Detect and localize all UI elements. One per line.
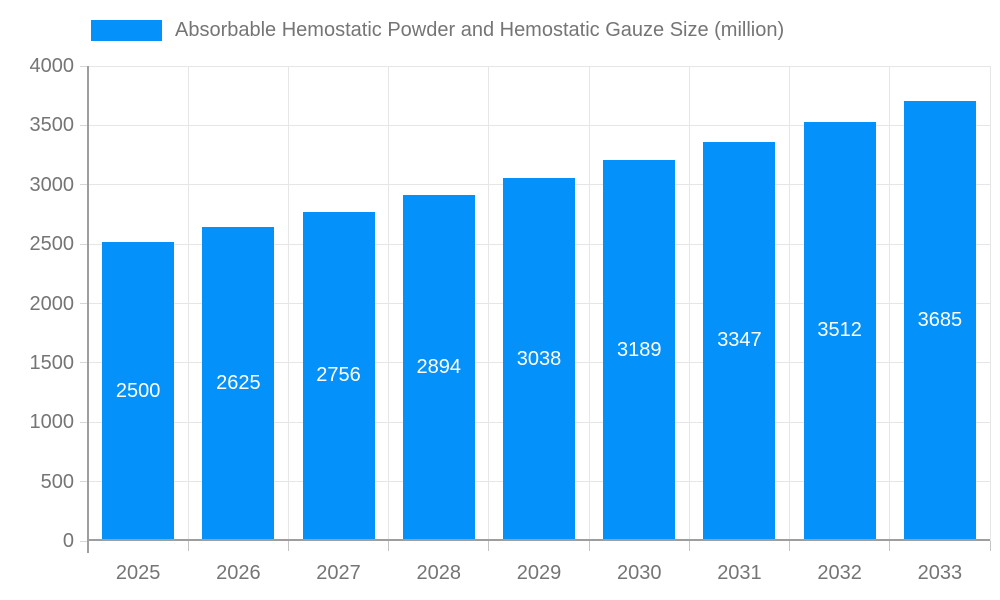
bar-value-label: 3347 bbox=[717, 329, 762, 352]
y-axis-label: 2000 bbox=[29, 292, 75, 315]
gridline-vertical bbox=[588, 66, 590, 541]
x-axis-tick bbox=[989, 541, 991, 551]
x-axis-tick bbox=[688, 541, 690, 551]
x-axis-label: 2027 bbox=[316, 562, 361, 584]
x-axis-tick bbox=[187, 541, 189, 551]
bar[interactable]: 2756 bbox=[302, 211, 375, 539]
gridline-vertical bbox=[989, 66, 991, 541]
y-axis-label: 1500 bbox=[29, 351, 75, 374]
gridline-horizontal bbox=[88, 65, 990, 67]
bar-value-label: 3512 bbox=[817, 319, 862, 342]
x-axis-label: 2028 bbox=[416, 562, 462, 584]
x-axis-tick bbox=[588, 541, 590, 551]
gridline-vertical bbox=[287, 66, 289, 541]
x-axis-label: 2029 bbox=[516, 562, 562, 584]
y-axis-tick bbox=[80, 243, 88, 245]
y-axis-tick bbox=[80, 481, 88, 483]
bar-value-label: 2625 bbox=[216, 372, 261, 395]
y-axis-line bbox=[87, 66, 89, 553]
y-axis-label: 3000 bbox=[29, 173, 75, 196]
y-axis-tick bbox=[80, 362, 88, 364]
bar[interactable]: 2625 bbox=[202, 227, 275, 539]
x-axis-tick bbox=[488, 541, 490, 551]
y-axis-label: 500 bbox=[40, 470, 74, 493]
bar-value-label: 2756 bbox=[316, 364, 361, 387]
y-axis-tick bbox=[80, 540, 88, 542]
bar[interactable]: 3347 bbox=[703, 141, 776, 539]
x-axis-tick bbox=[789, 541, 791, 551]
bar[interactable]: 3038 bbox=[503, 178, 575, 539]
bar[interactable]: 3189 bbox=[603, 160, 676, 539]
bar-value-label: 2894 bbox=[416, 356, 462, 379]
bar[interactable]: 3512 bbox=[803, 121, 876, 539]
gridline-vertical bbox=[889, 66, 891, 541]
x-axis-baseline bbox=[88, 539, 990, 541]
bar-value-label: 3189 bbox=[616, 338, 662, 361]
gridline-vertical bbox=[789, 66, 791, 541]
plot-area: 0 500 1000 1500 2000 2500 3000 3500 4000 2500 2025… bbox=[30, 55, 991, 584]
bar[interactable]: 3685 bbox=[903, 101, 976, 539]
legend-swatch bbox=[91, 19, 162, 41]
y-axis-tick bbox=[80, 184, 88, 186]
x-axis-label: 2025 bbox=[115, 562, 161, 584]
y-axis-tick bbox=[80, 303, 88, 304]
y-axis-label: 1000 bbox=[29, 411, 75, 434]
y-axis-label: 2500 bbox=[29, 233, 75, 256]
x-axis-label: 2032 bbox=[817, 562, 862, 584]
y-axis-tick bbox=[80, 124, 88, 126]
legend: Absorbable Hemostatic Powder and Hemosta… bbox=[91, 19, 784, 41]
gridline-vertical bbox=[688, 66, 690, 541]
legend-label: Absorbable Hemostatic Powder and Hemosta… bbox=[175, 18, 785, 41]
x-axis-label: 2033 bbox=[917, 562, 963, 584]
x-axis-label: 2026 bbox=[216, 562, 261, 584]
gridline-vertical bbox=[388, 66, 390, 541]
bar[interactable]: 2500 bbox=[102, 242, 175, 539]
x-axis-tick bbox=[287, 541, 289, 551]
bar-value-label: 3038 bbox=[516, 347, 562, 370]
y-axis-tick bbox=[80, 65, 88, 67]
gridline-horizontal bbox=[88, 124, 990, 126]
y-axis-label: 4000 bbox=[29, 55, 75, 77]
x-axis-label: 2030 bbox=[616, 562, 662, 584]
bar-value-label: 3685 bbox=[917, 309, 963, 332]
y-axis-label: 0 bbox=[62, 530, 74, 552]
gridline-vertical bbox=[187, 66, 189, 541]
bar-value-label: 2500 bbox=[115, 379, 161, 402]
x-axis-tick bbox=[889, 541, 891, 551]
y-axis-label: 3500 bbox=[29, 114, 75, 137]
gridline-vertical bbox=[488, 66, 490, 541]
x-axis-tick bbox=[388, 541, 390, 551]
y-axis-tick bbox=[80, 421, 88, 423]
x-axis-label: 2031 bbox=[717, 562, 762, 584]
bar[interactable]: 2894 bbox=[402, 195, 475, 539]
